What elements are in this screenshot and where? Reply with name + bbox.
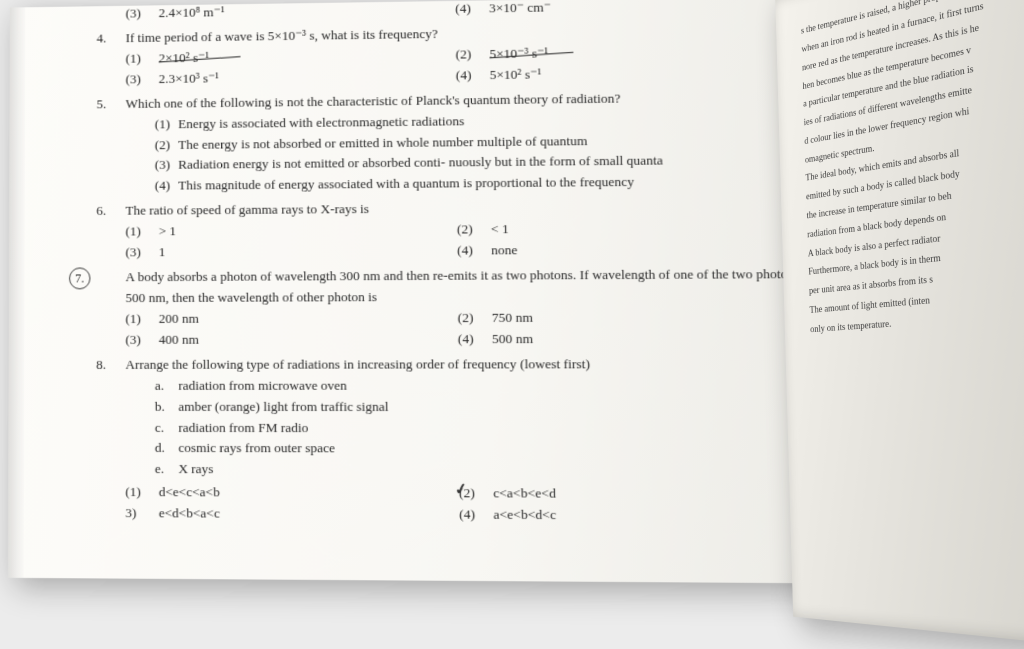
list-text: cosmic rays from outer space xyxy=(178,438,335,459)
q-text: A body absorbs a photon of wavelength 30… xyxy=(125,264,826,309)
q-number: 8. xyxy=(96,355,126,525)
opt-num: (2) xyxy=(155,135,178,156)
list-text: X rays xyxy=(178,459,213,480)
opt-text: < 1 xyxy=(491,219,509,240)
facing-page-text: ...preciable proportion of rad s the tem… xyxy=(775,0,1024,649)
opt-text: 2.3×10³ s⁻¹ xyxy=(159,68,219,89)
opt-num: (3) xyxy=(126,242,159,263)
opt-num: (2) xyxy=(458,308,492,329)
list-text: radiation from FM radio xyxy=(178,417,308,438)
opt-text: d<e<c<a<b xyxy=(159,482,220,503)
textbook-page: (3)2.4×10⁸ m⁻¹ (4)3×10⁻ cm⁻ 4. If time p… xyxy=(8,0,832,583)
opt-text: 3×10⁻ cm⁻ xyxy=(489,0,551,19)
list-text: radiation from microwave oven xyxy=(178,375,347,396)
opt-text: 2×10² s⁻¹ xyxy=(159,48,209,69)
opt-num: (1) xyxy=(155,114,178,135)
opt-text: This magnitude of energy associated with… xyxy=(178,172,634,197)
list-text: amber (orange) light from traffic signal xyxy=(178,396,388,417)
question-6: 6. The ratio of speed of gamma rays to X… xyxy=(96,196,826,264)
page-binding xyxy=(8,7,25,578)
opt-num: (2) xyxy=(459,483,493,504)
opt-text: Energy is associated with electronmagnet… xyxy=(178,111,464,135)
circled-q-number: 7. xyxy=(69,268,90,290)
list-letter: d. xyxy=(155,438,179,459)
opt-num: (4) xyxy=(456,65,490,86)
opt-num: (3) xyxy=(125,330,158,351)
opt-text: > 1 xyxy=(159,222,176,243)
opt-num: (2) xyxy=(456,44,490,65)
list-letter: a. xyxy=(155,375,179,396)
list-letter: b. xyxy=(155,396,179,417)
opt-text: 500 nm xyxy=(492,329,533,350)
opt-text: 5×10² s⁻¹ xyxy=(490,64,542,86)
list-letter: c. xyxy=(155,417,179,438)
opt-text: a<e<b<d<c xyxy=(493,505,556,527)
opt-text: 2.4×10⁸ m⁻¹ xyxy=(159,2,225,24)
opt-text: 200 nm xyxy=(159,309,199,330)
q-number: 4. xyxy=(97,28,126,90)
opt-num: (1) xyxy=(126,48,159,69)
question-7: 7. A body absorbs a photon of wavelength… xyxy=(96,264,827,351)
opt-text: none xyxy=(491,240,518,261)
list-letter: e. xyxy=(155,459,179,480)
opt-num: (4) xyxy=(155,176,178,197)
opt-text: e<d<b<a<c xyxy=(159,503,220,524)
opt-num: (3) xyxy=(126,3,159,24)
opt-num: (2) xyxy=(457,219,491,240)
question-4: 4. If time period of a wave is 5×10⁻³ s,… xyxy=(97,19,824,91)
opt-text: 400 nm xyxy=(159,330,199,351)
opt-num: 3) xyxy=(125,503,158,524)
opt-num: (1) xyxy=(125,482,158,503)
q-number: 5. xyxy=(96,94,125,197)
opt-num: (1) xyxy=(125,309,158,330)
opt-text: 5×10⁻³ s⁻¹ xyxy=(489,43,548,65)
opt-text: c<a<b<e<d xyxy=(493,483,556,505)
question-8: 8. Arrange the following type of radiati… xyxy=(96,353,831,527)
opt-num: (4) xyxy=(457,240,491,261)
q-number: 6. xyxy=(96,201,125,263)
question-5: 5. Which one of the following is not the… xyxy=(96,86,825,198)
opt-num: (3) xyxy=(155,155,178,176)
opt-text: 1 xyxy=(159,242,166,263)
q-text: Arrange the following type of radiations… xyxy=(125,353,828,375)
opt-num: (4) xyxy=(459,505,493,526)
opt-num: (4) xyxy=(458,329,492,350)
opt-text: 750 nm xyxy=(492,308,533,329)
opt-num: (3) xyxy=(126,69,159,90)
opt-num: (4) xyxy=(455,0,489,20)
opt-num: (1) xyxy=(126,222,159,243)
